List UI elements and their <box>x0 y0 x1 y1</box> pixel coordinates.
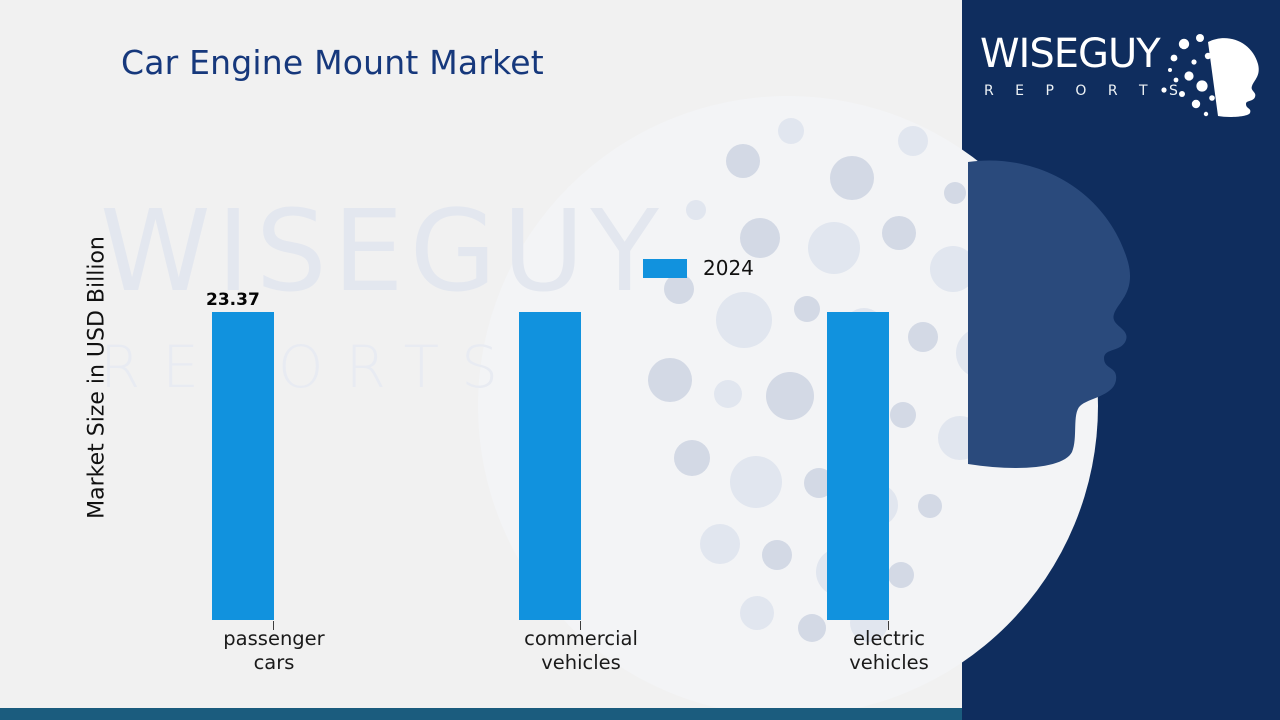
legend-swatch-2024 <box>643 258 687 278</box>
bar-group-commercial-vehicles[interactable] <box>519 312 581 620</box>
bottom-accent-strip <box>0 708 962 720</box>
page-title: Car Engine Mount Market <box>121 43 544 82</box>
bar-group-passenger-cars[interactable] <box>212 312 274 620</box>
y-axis-label: Market Size in USD Billion <box>84 236 110 519</box>
bar-group-electric-vehicles[interactable] <box>827 312 889 620</box>
legend-label-2024: 2024 <box>703 256 754 280</box>
bar-commercial-vehicles[interactable] <box>519 312 581 620</box>
logo-wordmark: WISEGUY <box>980 31 1161 77</box>
tick-passenger-cars <box>273 621 274 630</box>
category-label-passenger-cars: passenger cars <box>223 627 325 674</box>
bar-passenger-cars[interactable] <box>212 312 274 620</box>
brand-logo: WISEGUY R E P O R T S <box>980 31 1259 120</box>
chart-legend: 2024 <box>643 256 754 280</box>
bar-value-passenger-cars: 23.37 <box>206 290 260 310</box>
logo-head-dots-icon <box>1161 34 1259 117</box>
bar-electric-vehicles[interactable] <box>827 312 889 620</box>
logo-tagline: R E P O R T S <box>984 83 1187 99</box>
